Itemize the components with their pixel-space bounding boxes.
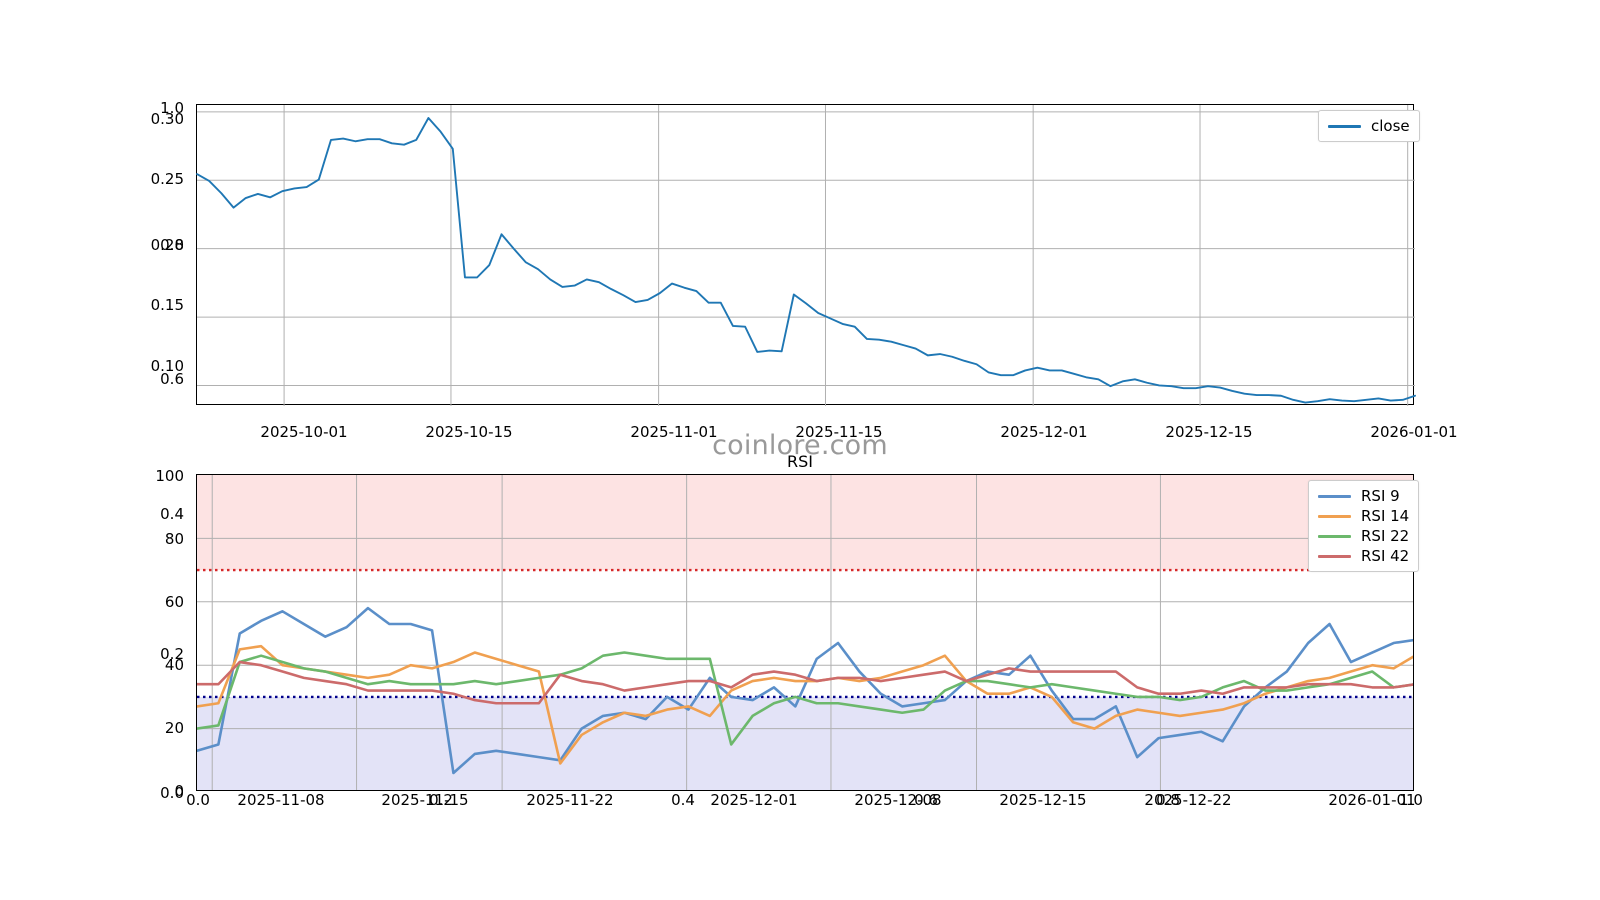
price-ytick-3: 0.15 [150, 296, 184, 314]
rsi-xtick-6: 2025-12-22 [1144, 791, 1232, 809]
rsi-secondary-ytick-0: 0.4 [160, 505, 184, 523]
rsi-xtick-7: 2026-01-01 [1328, 791, 1416, 809]
rsi-secondary-xtick-5: 1.0 [1399, 791, 1423, 809]
legend-label-rsi-22: RSI 22 [1361, 527, 1410, 545]
rsi-series-rsi-14 [197, 644, 1413, 765]
rsi-ytick-1: 80 [164, 530, 184, 548]
rsi-xtick-3: 2025-12-01 [710, 791, 798, 809]
price-xtick-5: 2025-12-15 [1165, 423, 1253, 441]
legend-label-rsi-42: RSI 42 [1361, 547, 1410, 565]
legend-item-rsi-42[interactable]: RSI 42 [1318, 546, 1409, 566]
rsi9-line-swatch [1318, 494, 1351, 498]
price-plot-area [196, 105, 1416, 406]
price-xtick-0: 2025-10-01 [260, 423, 348, 441]
rsi-ytick-2: 60 [164, 593, 184, 611]
rsi-secondary-xtick-0: 0.0 [186, 791, 210, 809]
rsi-ytick-3: 40 [164, 656, 184, 674]
legend-item-rsi-22[interactable]: RSI 22 [1318, 526, 1409, 546]
price-secondary-ytick-1: 0.8 [160, 236, 184, 254]
rsi-secondary-xtick-4: 0.8 [1156, 791, 1180, 809]
price-xtick-4: 2025-12-01 [1000, 423, 1088, 441]
price-xtick-2: 2025-11-01 [630, 423, 718, 441]
rsi-ytick-5: 0 [174, 782, 184, 800]
legend-label-close: close [1371, 117, 1410, 135]
rsi-plot-area [197, 475, 1413, 790]
legend-label-rsi-9: RSI 9 [1361, 487, 1400, 505]
price-series-close [196, 117, 1416, 404]
legend-item-rsi-14[interactable]: RSI 14 [1318, 506, 1409, 526]
rsi-secondary-xtick-1: 0.2 [429, 791, 453, 809]
close-line-swatch [1328, 124, 1361, 128]
rsi-subplot-title: RSI [787, 452, 813, 471]
oversold-band [197, 696, 1413, 790]
price-ytick-2: 0.20 [150, 236, 184, 254]
price-secondary-ytick-2: 0.6 [160, 370, 184, 388]
rsi-chart-panel [196, 474, 1414, 791]
rsi-xtick-2: 2025-11-22 [526, 791, 614, 809]
rsi42-line-swatch [1318, 554, 1351, 558]
rsi-legend: RSI 9 RSI 14 RSI 22 RSI 42 [1308, 480, 1420, 572]
coinlore-watermark: coinlore.com [712, 430, 888, 461]
rsi-xtick-4: 2025-12-08 [854, 791, 942, 809]
price-xtick-3: 2025-11-15 [795, 423, 883, 441]
price-legend: close [1318, 110, 1420, 142]
rsi-xtick-0: 2025-11-08 [237, 791, 325, 809]
rsi-ytick-4: 20 [164, 719, 184, 737]
rsi-secondary-xtick-2: 0.4 [671, 791, 695, 809]
rsi-ytick-0: 100 [155, 467, 184, 485]
price-xtick-1: 2025-10-15 [425, 423, 513, 441]
rsi-secondary-ytick-1: 0.2 [160, 645, 184, 663]
overbought-band [197, 475, 1413, 571]
legend-item-close[interactable]: close [1328, 116, 1410, 136]
legend-label-rsi-14: RSI 14 [1361, 507, 1410, 525]
rsi22-line-swatch [1318, 534, 1351, 538]
price-secondary-ytick-0: 1.0 [160, 99, 184, 117]
price-chart-panel [196, 104, 1416, 406]
rsi-secondary-xtick-3: 0.6 [914, 791, 938, 809]
rsi-xtick-1: 2025-11-15 [381, 791, 469, 809]
rsi-series-rsi-42 [197, 660, 1413, 705]
rsi-secondary-ytick-2: 0.0 [160, 784, 184, 802]
price-xtick-6: 2026-01-01 [1370, 423, 1458, 441]
rsi-series-rsi-9 [197, 606, 1413, 775]
legend-item-rsi-9[interactable]: RSI 9 [1318, 486, 1409, 506]
price-ytick-1: 0.25 [150, 170, 184, 188]
price-ytick-4: 0.10 [150, 357, 184, 375]
rsi14-line-swatch [1318, 514, 1351, 518]
rsi-xtick-5: 2025-12-15 [999, 791, 1087, 809]
price-ytick-0: 0.30 [150, 110, 184, 128]
